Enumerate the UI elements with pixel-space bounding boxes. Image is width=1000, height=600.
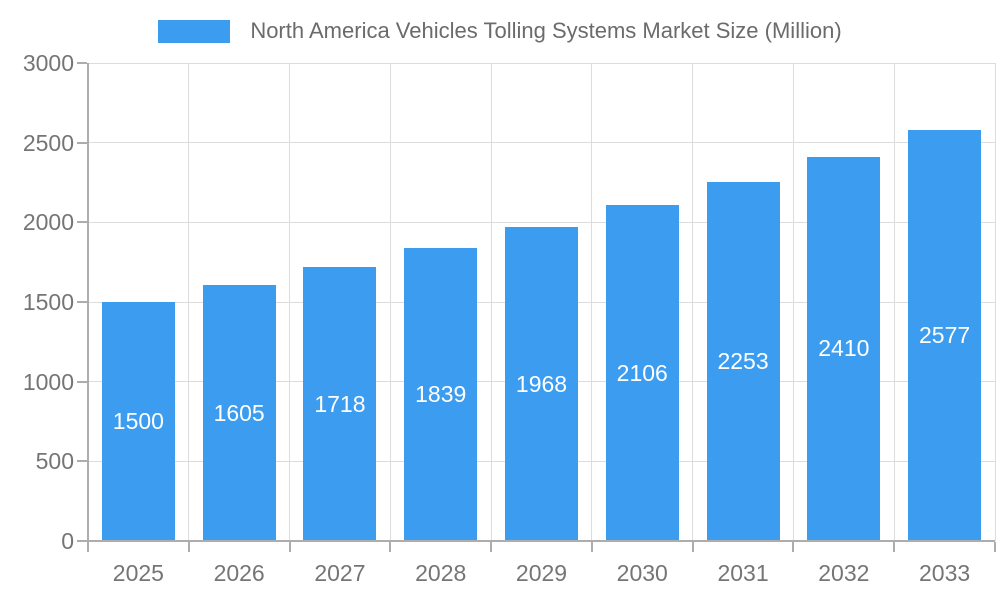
bar[interactable]: 2253	[706, 182, 780, 541]
y-axis-tick-label: 3000	[22, 50, 74, 76]
y-axis-tick-label: 1000	[22, 368, 74, 395]
x-axis-tick-mark	[691, 542, 694, 552]
y-axis-tick-mark	[77, 540, 87, 542]
x-axis-tick-label: 2029	[515, 560, 568, 586]
x-axis-tick-mark	[389, 542, 392, 552]
bar-value-label: 1605	[213, 399, 265, 426]
bar[interactable]: 2410	[807, 157, 881, 541]
legend-item[interactable]: North America Vehicles Tolling Systems M…	[0, 18, 1000, 44]
x-axis-tick-label: 2026	[213, 560, 265, 586]
x-axis-tick-mark	[288, 542, 291, 552]
y-axis-tick-label: 0	[61, 528, 74, 554]
x-axis-tick-mark	[792, 542, 795, 552]
y-axis-line	[87, 63, 89, 543]
x-axis-tick-label: 2032	[818, 560, 870, 586]
legend-label: North America Vehicles Tolling Systems M…	[250, 18, 842, 43]
legend-swatch	[158, 19, 231, 43]
y-axis-tick-label: 2000	[22, 209, 74, 236]
y-axis-tick-mark	[77, 301, 87, 303]
bar-value-label: 1718	[314, 390, 366, 417]
y-axis-tick-mark	[77, 460, 87, 463]
bar[interactable]: 1718	[303, 267, 377, 541]
bar[interactable]: 1605	[202, 285, 276, 541]
gridline-horizontal	[88, 221, 995, 223]
y-axis-tick-mark	[77, 221, 87, 224]
bar-value-label: 2577	[919, 322, 971, 349]
x-axis-tick-mark	[87, 542, 89, 552]
x-axis-tick-label: 2033	[919, 560, 971, 586]
x-axis-tick-mark	[490, 542, 493, 552]
bar[interactable]: 1839	[404, 247, 478, 541]
bar[interactable]: 2577	[908, 130, 982, 541]
bar-value-label: 1839	[415, 380, 467, 407]
x-axis-tick-mark	[187, 542, 190, 552]
bar-value-label: 1968	[515, 370, 568, 397]
y-axis-tick-label: 2500	[22, 129, 74, 156]
x-axis-tick-label: 2027	[314, 560, 366, 586]
bar-value-label: 2410	[818, 335, 870, 362]
bar[interactable]: 1500	[101, 302, 175, 541]
y-axis-tick-label: 500	[35, 448, 74, 475]
bar-value-label: 2253	[717, 348, 769, 374]
gridline-horizontal	[88, 62, 995, 64]
x-axis-tick-label: 2028	[415, 560, 467, 586]
x-axis-tick-mark	[893, 542, 896, 552]
y-axis-tick-mark	[77, 380, 87, 383]
x-axis-tick-mark	[590, 542, 593, 552]
gridline-horizontal	[88, 142, 995, 144]
x-axis-line	[86, 540, 995, 542]
bar-value-label: 2106	[616, 359, 668, 386]
x-axis-tick-label: 2031	[717, 560, 769, 586]
bar[interactable]: 2106	[605, 205, 679, 541]
y-axis-tick-mark	[77, 141, 87, 144]
y-axis-tick-label: 1500	[22, 289, 74, 315]
x-axis-tick-label: 2025	[112, 560, 164, 586]
y-axis-tick-mark	[77, 62, 87, 64]
x-axis-tick-label: 2030	[616, 560, 668, 586]
x-axis-tick-mark	[994, 542, 996, 552]
bar[interactable]: 1968	[505, 227, 578, 541]
gridline-vertical	[994, 63, 996, 541]
bar-value-label: 1500	[112, 408, 164, 434]
